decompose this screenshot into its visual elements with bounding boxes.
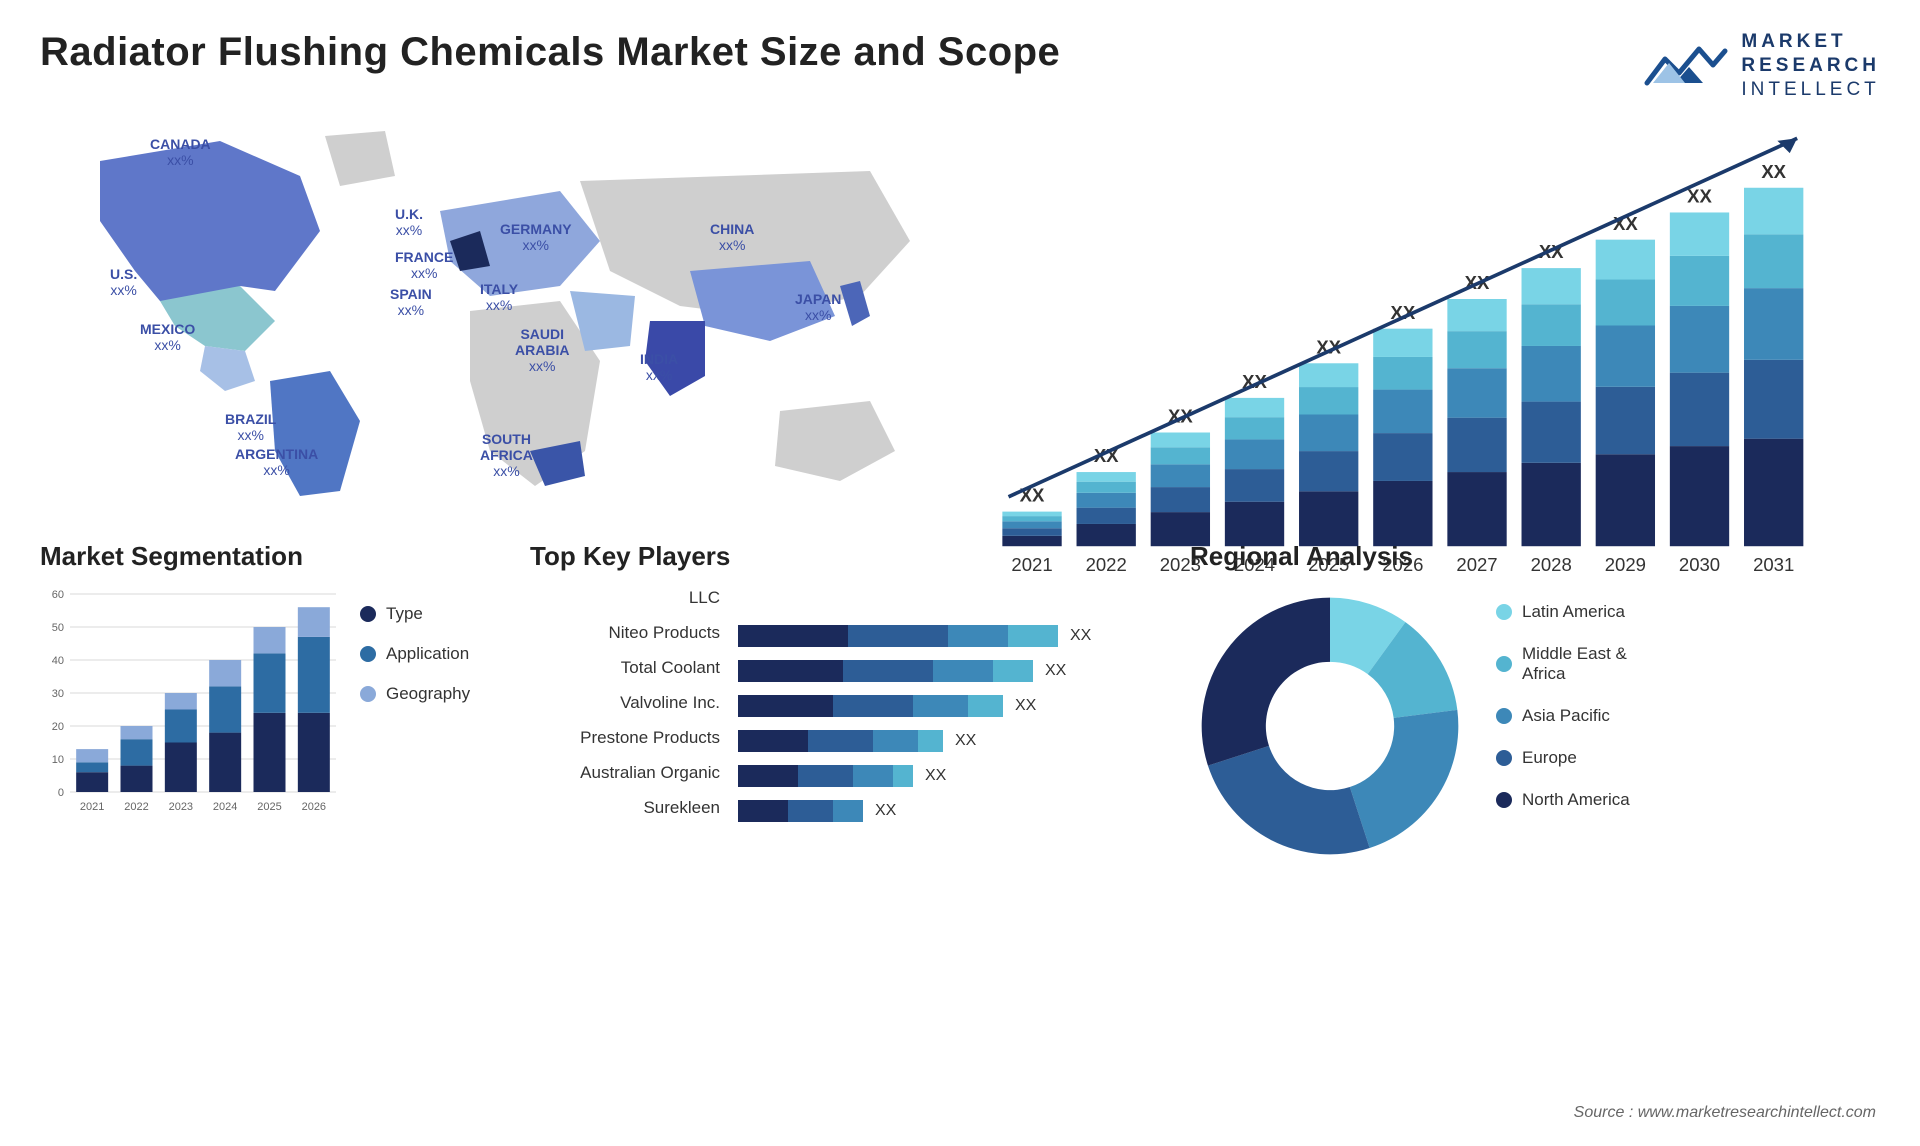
svg-text:0: 0 <box>58 787 64 799</box>
legend-item: Geography <box>360 684 470 704</box>
legend-label: Geography <box>386 684 470 704</box>
map-label: SOUTHAFRICAxx% <box>480 431 533 479</box>
svg-text:2024: 2024 <box>1234 554 1275 575</box>
map-label: ITALYxx% <box>480 281 518 313</box>
svg-text:2024: 2024 <box>213 801 237 813</box>
svg-text:2023: 2023 <box>169 801 193 813</box>
legend-label: Application <box>386 644 469 664</box>
logo-text-2: RESEARCH <box>1741 54 1880 78</box>
map-label: SAUDIARABIAxx% <box>515 326 569 374</box>
map-label: CANADAxx% <box>150 136 211 168</box>
legend-label: Type <box>386 604 423 624</box>
legend-swatch <box>1496 656 1512 672</box>
player-bar-row: XX <box>738 660 1170 682</box>
svg-text:2025: 2025 <box>1308 554 1349 575</box>
map-label: INDIAxx% <box>640 351 678 383</box>
map-label: BRAZILxx% <box>225 411 276 443</box>
player-bar-value: XX <box>1045 662 1066 680</box>
svg-text:XX: XX <box>1687 186 1712 207</box>
player-name: Surekleen <box>530 798 720 818</box>
segmentation-panel: Market Segmentation 0 10 20 30 40 50 60 2021 202… <box>40 541 510 816</box>
legend-swatch <box>360 686 376 702</box>
svg-text:2022: 2022 <box>1086 554 1127 575</box>
legend-swatch <box>360 646 376 662</box>
growth-bar-chart: XX2021XX2022XX2023XX2024XX2025XX2026XX20… <box>990 121 1880 501</box>
map-label: SPAINxx% <box>390 286 432 318</box>
legend-item: Asia Pacific <box>1496 706 1630 726</box>
svg-text:2028: 2028 <box>1531 554 1572 575</box>
map-label: U.S.xx% <box>110 266 137 298</box>
player-bar-value: XX <box>875 802 896 820</box>
segmentation-title: Market Segmentation <box>40 541 510 572</box>
legend-label: North America <box>1522 790 1630 810</box>
player-bar-value: XX <box>925 767 946 785</box>
page-title: Radiator Flushing Chemicals Market Size … <box>40 30 1060 75</box>
svg-text:2022: 2022 <box>124 801 148 813</box>
legend-item: Application <box>360 644 470 664</box>
legend-label: Middle East &Africa <box>1522 644 1627 684</box>
map-label: GERMANYxx% <box>500 221 572 253</box>
world-map: CANADAxx% U.S.xx%MEXICOxx% BRAZILxx%ARGENT… <box>40 121 960 501</box>
svg-text:2027: 2027 <box>1456 554 1497 575</box>
svg-text:10: 10 <box>52 754 64 766</box>
legend-item: Latin America <box>1496 602 1630 622</box>
svg-text:2021: 2021 <box>1011 554 1052 575</box>
player-bar-row: XX <box>738 695 1170 717</box>
svg-text:20: 20 <box>52 721 64 733</box>
svg-text:2031: 2031 <box>1753 554 1794 575</box>
player-name: Total Coolant <box>530 658 720 678</box>
player-name: Prestone Products <box>530 728 720 748</box>
legend-swatch <box>1496 792 1512 808</box>
brand-logo: MARKET RESEARCH INTELLECT <box>1643 30 1880 101</box>
svg-text:60: 60 <box>52 589 64 601</box>
legend-swatch <box>1496 604 1512 620</box>
player-bar-row: XX <box>738 625 1170 647</box>
map-label: CHINAxx% <box>710 221 754 253</box>
legend-label: Asia Pacific <box>1522 706 1610 726</box>
svg-text:XX: XX <box>1761 161 1786 182</box>
svg-text:50: 50 <box>52 622 64 634</box>
player-bar-row: XX <box>738 765 1170 787</box>
svg-text:2030: 2030 <box>1679 554 1720 575</box>
svg-text:2023: 2023 <box>1160 554 1201 575</box>
source-line: Source : www.marketresearchintellect.com <box>1574 1104 1876 1122</box>
map-label: MEXICOxx% <box>140 321 195 353</box>
legend-label: Europe <box>1522 748 1577 768</box>
player-name: Niteo Products <box>530 623 720 643</box>
map-label: JAPANxx% <box>795 291 841 323</box>
svg-text:40: 40 <box>52 655 64 667</box>
logo-mark-icon <box>1643 39 1729 93</box>
player-bar-row: XX <box>738 730 1170 752</box>
svg-text:2026: 2026 <box>302 801 326 813</box>
player-name: Australian Organic <box>530 763 720 783</box>
map-label: FRANCExx% <box>395 249 453 281</box>
legend-item: Middle East &Africa <box>1496 644 1630 684</box>
legend-item: Type <box>360 604 470 624</box>
svg-text:2021: 2021 <box>80 801 104 813</box>
svg-text:2029: 2029 <box>1605 554 1646 575</box>
player-bar-value: XX <box>1070 627 1091 645</box>
svg-text:30: 30 <box>52 688 64 700</box>
map-label: U.K.xx% <box>395 206 423 238</box>
legend-swatch <box>1496 750 1512 766</box>
player-name: Valvoline Inc. <box>530 693 720 713</box>
legend-swatch <box>360 606 376 622</box>
legend-item: North America <box>1496 790 1630 810</box>
player-bar-value: XX <box>955 732 976 750</box>
legend-label: Latin America <box>1522 602 1625 622</box>
legend-swatch <box>1496 708 1512 724</box>
player-bar-value: XX <box>1015 697 1036 715</box>
svg-text:2026: 2026 <box>1382 554 1423 575</box>
map-label: ARGENTINAxx% <box>235 446 318 478</box>
logo-text-1: MARKET <box>1741 30 1880 54</box>
player-bar-row: XX <box>738 800 1170 822</box>
legend-item: Europe <box>1496 748 1630 768</box>
svg-text:2025: 2025 <box>257 801 281 813</box>
player-name: LLC <box>530 588 720 608</box>
logo-text-3: INTELLECT <box>1741 78 1880 102</box>
